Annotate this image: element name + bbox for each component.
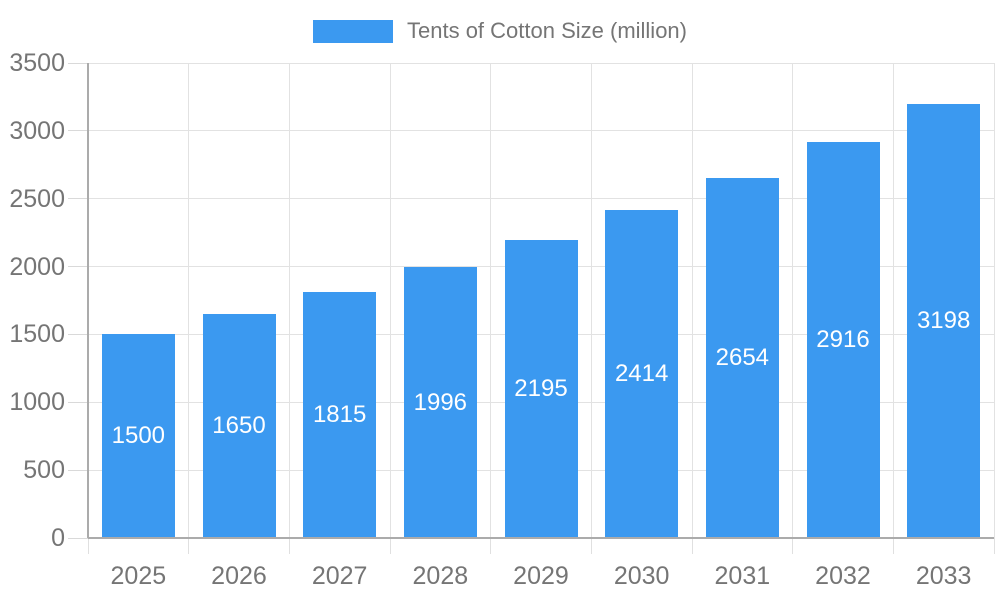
- x-gridline: [993, 63, 995, 538]
- bar: [101, 334, 175, 538]
- bar-value-label: 2916: [816, 326, 870, 354]
- x-axis-tick-label: 2031: [714, 562, 771, 590]
- x-gridline: [490, 63, 492, 538]
- bar-value-label: 3198: [916, 306, 971, 334]
- y-axis-tick: [68, 537, 88, 539]
- y-axis-tick-label: 0: [51, 524, 65, 552]
- bar-value-label: 1996: [413, 388, 468, 416]
- y-axis-tick: [68, 198, 88, 200]
- y-axis-tick-label: 1000: [9, 388, 65, 417]
- bar-value-label: 2195: [514, 375, 568, 403]
- x-axis-tick: [792, 538, 794, 554]
- bar-value-label: 1815: [312, 400, 367, 428]
- y-axis-line: [87, 63, 89, 538]
- y-axis-tick: [68, 333, 88, 335]
- plot-area: 0 500 1000 1500 2000 2500 3000 3500 1500 2025 1650…: [9, 49, 995, 590]
- y-axis-tick: [68, 469, 88, 471]
- bar: [202, 314, 276, 538]
- y-gridline: [88, 198, 994, 200]
- x-gridline: [590, 63, 592, 538]
- x-gridline: [892, 63, 894, 538]
- bar-value-label: 1500: [111, 422, 166, 450]
- x-axis-tick: [691, 538, 693, 554]
- y-gridline: [88, 130, 994, 132]
- x-axis-line: [88, 537, 994, 539]
- x-axis-tick: [490, 538, 492, 554]
- bar: [907, 104, 981, 538]
- x-axis-tick: [188, 538, 190, 554]
- legend-swatch: [313, 19, 393, 43]
- legend-label: Tents of Cotton Size (million): [407, 18, 687, 43]
- bar-value-label: 2654: [715, 343, 770, 371]
- x-axis-tick: [288, 538, 290, 554]
- x-axis-tick-label: 2027: [311, 562, 368, 590]
- bar: [504, 240, 578, 538]
- x-gridline: [288, 63, 290, 538]
- x-gridline: [389, 63, 391, 538]
- y-axis-tick-label: 500: [23, 456, 65, 485]
- bar: [705, 177, 779, 538]
- x-axis-tick-label: 2028: [412, 562, 469, 590]
- x-axis-tick: [892, 538, 894, 554]
- bar-value-label: 2414: [614, 360, 669, 388]
- x-axis-tick-label: 2030: [613, 562, 670, 590]
- x-gridline: [792, 63, 794, 538]
- x-gridline: [188, 63, 190, 538]
- x-axis-tick-label: 2025: [110, 562, 167, 590]
- y-axis-tick: [68, 401, 88, 403]
- x-axis-tick: [87, 538, 89, 554]
- y-axis-tick-label: 1500: [9, 320, 65, 349]
- y-axis-tick-label: 3000: [9, 116, 65, 145]
- bar: [403, 267, 477, 538]
- x-axis-tick-label: 2032: [815, 562, 871, 590]
- x-axis-tick-label: 2033: [915, 562, 972, 590]
- x-axis-tick: [993, 538, 995, 554]
- y-axis-tick-label: 2500: [9, 184, 65, 213]
- x-axis-tick: [590, 538, 592, 554]
- chart-legend: Tents of Cotton Size (million): [0, 16, 1000, 46]
- bar-value-label: 1650: [212, 412, 266, 440]
- y-axis-tick: [68, 130, 88, 132]
- y-axis-tick: [68, 266, 88, 268]
- y-axis-tick-label: 3500: [9, 49, 65, 77]
- y-gridline: [88, 62, 994, 64]
- y-axis-tick-label: 2000: [9, 252, 65, 281]
- bar: [605, 210, 679, 538]
- x-gridline: [691, 63, 693, 538]
- y-axis-tick: [68, 62, 88, 64]
- bar: [303, 291, 377, 538]
- x-axis-tick-label: 2029: [513, 562, 569, 590]
- bar: [806, 142, 880, 538]
- x-axis-tick: [389, 538, 391, 554]
- x-axis-tick-label: 2026: [211, 562, 267, 590]
